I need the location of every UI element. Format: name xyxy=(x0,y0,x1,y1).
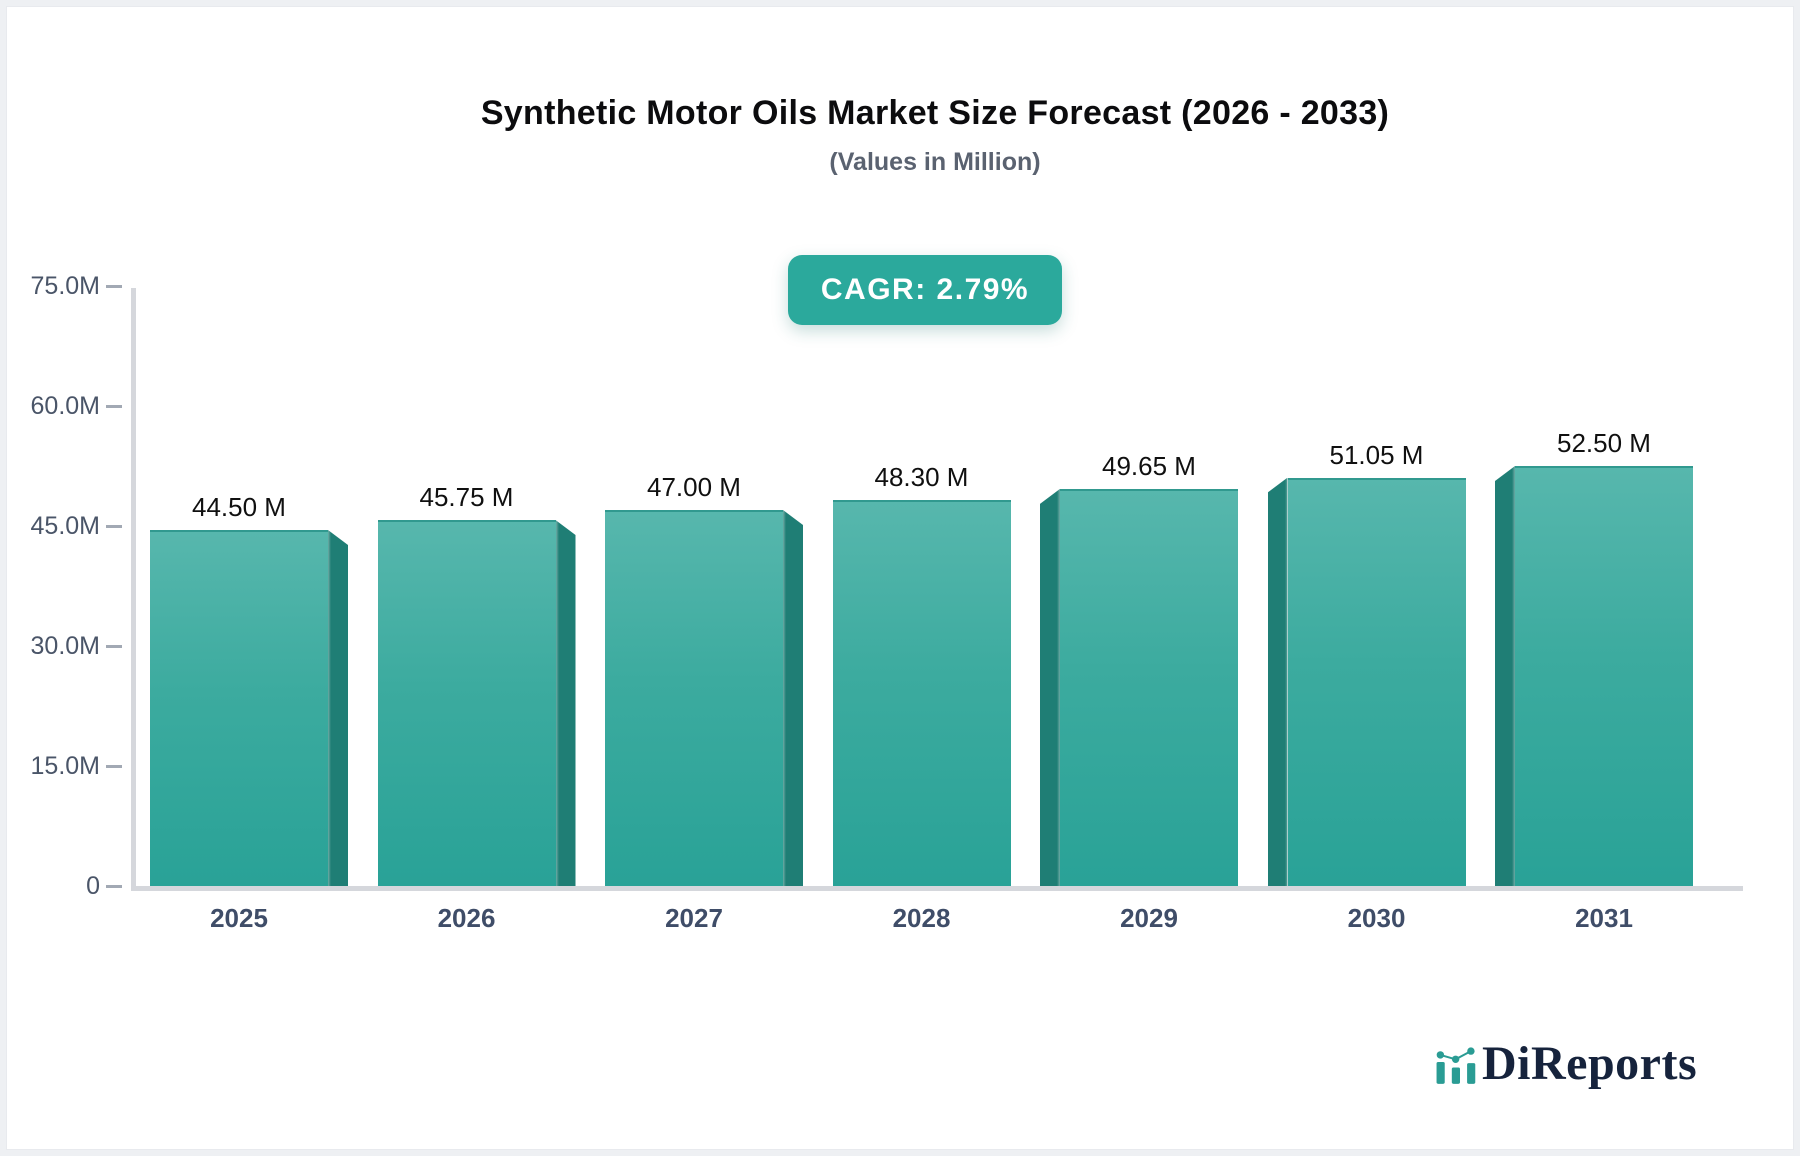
y-axis-tick-label: 75.0M xyxy=(30,272,100,300)
bar-value-label: 49.65 M xyxy=(1102,450,1196,481)
x-axis-label: 2025 xyxy=(210,903,268,933)
x-axis-label: 2030 xyxy=(1347,903,1406,933)
bar xyxy=(1515,466,1693,886)
y-axis-tick-label: 30.0M xyxy=(30,632,100,660)
bar-group: 48.30 M 2028 xyxy=(832,462,1011,933)
y-axis-tick-label: 45.0M xyxy=(30,512,100,540)
chart-subtitle: (Values in Million) xyxy=(829,148,1041,176)
bar-3d-side xyxy=(1040,488,1060,886)
bar xyxy=(1060,488,1238,886)
x-axis-label: 2031 xyxy=(1575,903,1633,933)
y-axis-tick-mark xyxy=(106,525,122,528)
bar xyxy=(1287,477,1466,886)
bar xyxy=(832,499,1011,886)
bar-3d-side xyxy=(555,520,576,886)
mini-bar-chart-icon xyxy=(1436,1047,1476,1084)
bar-value-label: 45.75 M xyxy=(419,482,514,512)
x-axis-label: 2026 xyxy=(437,903,496,933)
x-axis-label: 2028 xyxy=(892,903,951,933)
cagr-badge-label: CAGR: 2.79% xyxy=(820,273,1030,306)
bar xyxy=(605,510,783,886)
bar-value-label: 47.00 M xyxy=(647,472,741,502)
y-axis-tick-label: 60.0M xyxy=(30,392,100,420)
bar-group: 44.50 M 2025 xyxy=(150,492,348,933)
bar-group: 47.00 M 2027 xyxy=(605,472,803,933)
bar-value-label: 52.50 M xyxy=(1557,428,1651,458)
bar-value-label: 48.30 M xyxy=(874,461,969,492)
y-axis-tick-label: 0 xyxy=(86,872,100,900)
plot-area: 44.50 M 2025 45.75 M 2026 47.00 M 2027 48.30 M… xyxy=(131,288,1743,933)
y-axis-tick-mark xyxy=(106,645,122,648)
bar-3d-side xyxy=(328,530,348,886)
chart-title: Synthetic Motor Oils Market Size Forecas… xyxy=(480,94,1390,132)
bar-3d-side xyxy=(783,510,803,886)
bar-value-label: 51.05 M xyxy=(1329,439,1424,470)
cagr-badge: CAGR: 2.79% xyxy=(788,255,1062,325)
brand-logo-text: DiReports xyxy=(1482,1037,1698,1090)
bar-value-label: 44.50 M xyxy=(192,492,286,522)
bar-group: 51.05 M 2030 xyxy=(1267,440,1466,933)
bar-group: 52.50 M 2031 xyxy=(1495,428,1693,933)
brand-logo: DiReports xyxy=(1432,1037,1698,1090)
bar xyxy=(150,530,328,886)
bar xyxy=(377,520,556,886)
y-axis-tick-mark xyxy=(106,405,122,408)
y-axis-tick-mark xyxy=(106,765,122,768)
bar-3d-side xyxy=(1495,466,1515,886)
y-axis-tick-mark xyxy=(106,285,122,288)
bar-group: 45.75 M 2026 xyxy=(377,482,576,933)
x-axis-label: 2029 xyxy=(1120,903,1178,933)
x-axis-label: 2027 xyxy=(665,903,723,933)
y-axis-tick-mark xyxy=(106,885,122,888)
bar-group: 49.65 M 2029 xyxy=(1040,451,1238,933)
bar-3d-side xyxy=(1267,477,1288,886)
y-axis-tick-label: 15.0M xyxy=(30,752,100,780)
